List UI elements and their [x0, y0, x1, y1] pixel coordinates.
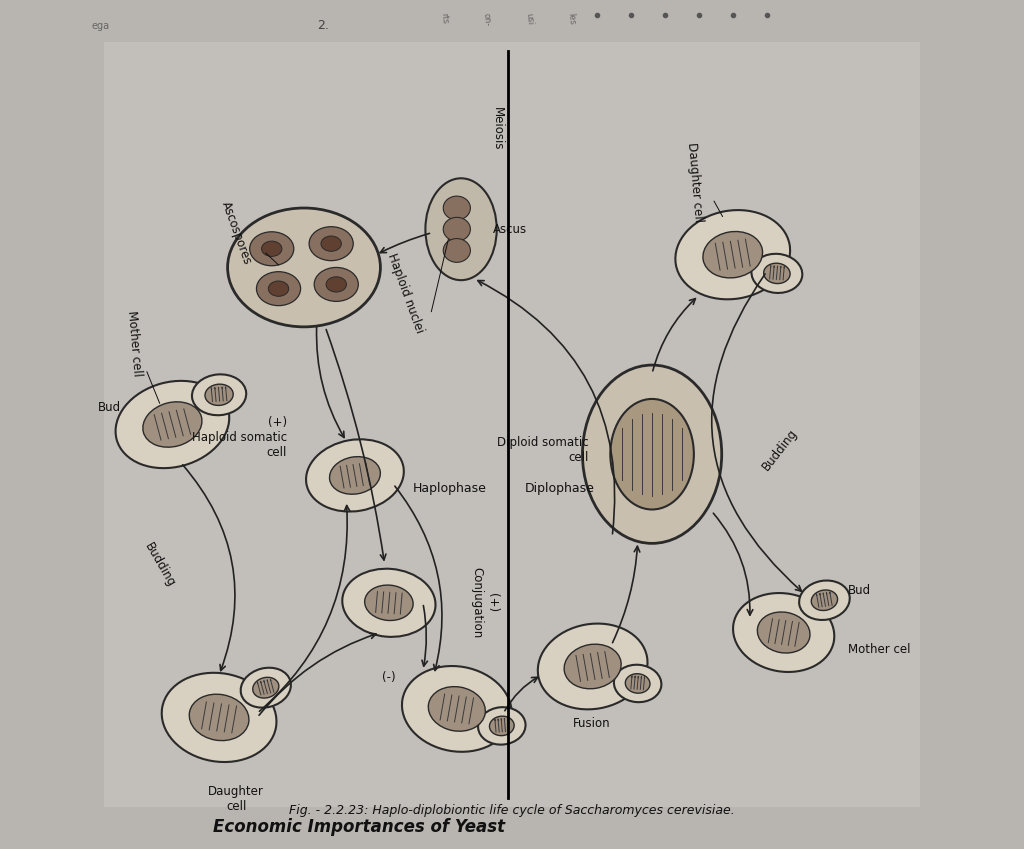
Ellipse shape — [309, 227, 353, 261]
Ellipse shape — [489, 717, 514, 735]
Ellipse shape — [425, 178, 497, 280]
Text: on-: on- — [481, 13, 492, 27]
Text: ega: ega — [92, 21, 110, 31]
Ellipse shape — [189, 694, 249, 740]
Ellipse shape — [326, 277, 346, 292]
Text: Mother cell: Mother cell — [125, 311, 143, 377]
Text: Fusion: Fusion — [573, 717, 610, 730]
Text: les: les — [566, 13, 577, 25]
Ellipse shape — [227, 208, 380, 327]
Text: usi: usi — [524, 13, 534, 25]
Ellipse shape — [241, 667, 291, 708]
Ellipse shape — [538, 623, 647, 710]
Text: Meiosis: Meiosis — [492, 107, 504, 151]
Ellipse shape — [764, 263, 791, 284]
Text: Economic Importances of Yeast: Economic Importances of Yeast — [213, 818, 505, 836]
Text: Daughter cell: Daughter cell — [685, 142, 705, 223]
Ellipse shape — [365, 585, 413, 621]
Ellipse shape — [676, 210, 791, 300]
Ellipse shape — [402, 666, 512, 752]
Ellipse shape — [702, 232, 763, 278]
Ellipse shape — [752, 254, 803, 293]
Text: Daughter
cell: Daughter cell — [208, 785, 264, 813]
Text: Haplophase: Haplophase — [413, 481, 486, 495]
Ellipse shape — [321, 236, 341, 251]
Text: Mother cel: Mother cel — [848, 643, 910, 656]
Text: (-): (-) — [382, 671, 395, 683]
Ellipse shape — [250, 232, 294, 266]
Ellipse shape — [478, 707, 525, 745]
Ellipse shape — [261, 241, 282, 256]
Text: Diplophase: Diplophase — [524, 481, 595, 495]
FancyBboxPatch shape — [104, 42, 920, 807]
Text: Haploid nuclei: Haploid nuclei — [385, 251, 426, 335]
Ellipse shape — [811, 590, 838, 610]
Text: Budding: Budding — [141, 540, 177, 589]
Ellipse shape — [256, 272, 301, 306]
Ellipse shape — [799, 581, 850, 620]
Text: Ascus: Ascus — [494, 222, 527, 236]
Text: Bud: Bud — [98, 401, 122, 414]
Ellipse shape — [758, 612, 810, 653]
Text: (+)
Conjugation: (+) Conjugation — [471, 567, 499, 638]
Ellipse shape — [268, 281, 289, 296]
Text: (+)
Haploid somatic
cell: (+) Haploid somatic cell — [191, 416, 287, 458]
Ellipse shape — [564, 644, 622, 689]
Ellipse shape — [428, 687, 485, 731]
Ellipse shape — [191, 374, 246, 415]
Ellipse shape — [610, 399, 694, 509]
Ellipse shape — [116, 381, 229, 468]
Ellipse shape — [330, 457, 380, 494]
Ellipse shape — [443, 217, 470, 241]
Ellipse shape — [614, 665, 662, 702]
Text: Bud: Bud — [848, 583, 871, 597]
Ellipse shape — [733, 593, 835, 672]
Text: Budding: Budding — [759, 427, 800, 473]
Ellipse shape — [626, 674, 650, 693]
Ellipse shape — [306, 439, 403, 512]
Text: Diploid somatic
cell: Diploid somatic cell — [497, 436, 589, 464]
Text: Fig. - 2.2.23: Haplo-diplobiontic life cycle of Saccharomyces cerevisiae.: Fig. - 2.2.23: Haplo-diplobiontic life c… — [289, 804, 735, 817]
Ellipse shape — [583, 365, 722, 543]
Ellipse shape — [443, 196, 470, 220]
Ellipse shape — [205, 384, 233, 406]
Text: Ascospores: Ascospores — [218, 200, 254, 267]
Ellipse shape — [314, 267, 358, 301]
Text: 2.: 2. — [316, 19, 329, 31]
Ellipse shape — [253, 678, 279, 698]
Text: rts: rts — [439, 13, 450, 25]
Ellipse shape — [162, 672, 276, 762]
Ellipse shape — [443, 239, 470, 262]
Ellipse shape — [342, 569, 435, 637]
Ellipse shape — [142, 402, 202, 447]
